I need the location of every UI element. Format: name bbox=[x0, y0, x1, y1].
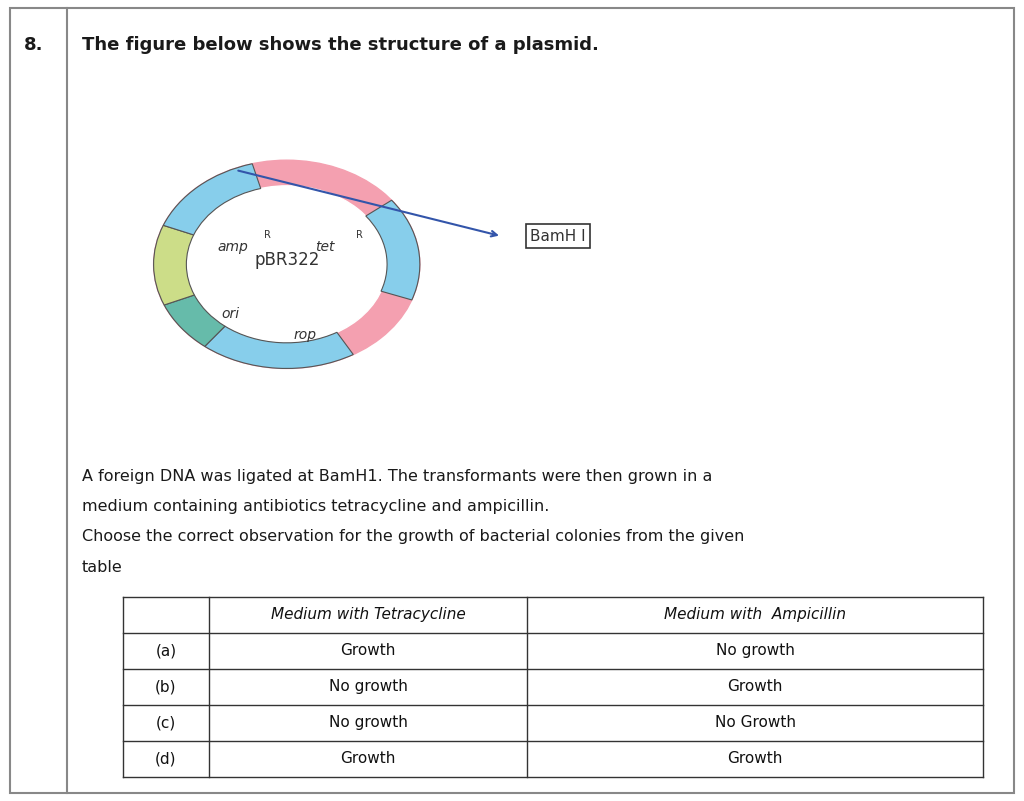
Text: Growth: Growth bbox=[340, 643, 395, 658]
Text: Medium with Tetracycline: Medium with Tetracycline bbox=[270, 607, 465, 622]
Text: 8.: 8. bbox=[24, 36, 44, 54]
Text: No growth: No growth bbox=[716, 643, 795, 658]
Text: No growth: No growth bbox=[329, 715, 408, 731]
Text: No Growth: No Growth bbox=[715, 715, 796, 731]
Text: table: table bbox=[82, 560, 123, 575]
Text: (a): (a) bbox=[156, 643, 176, 658]
Wedge shape bbox=[164, 295, 225, 346]
Text: pBR322: pBR322 bbox=[254, 252, 319, 269]
Text: medium containing antibiotics tetracycline and ampicillin.: medium containing antibiotics tetracycli… bbox=[82, 499, 549, 514]
Text: A foreign DNA was ligated at BamH1. The transformants were then grown in a: A foreign DNA was ligated at BamH1. The … bbox=[82, 469, 713, 484]
Circle shape bbox=[154, 160, 420, 368]
Wedge shape bbox=[205, 326, 353, 368]
Text: ori: ori bbox=[221, 307, 240, 321]
Text: BamH I: BamH I bbox=[530, 229, 586, 244]
Text: Growth: Growth bbox=[727, 751, 782, 767]
Text: R: R bbox=[264, 231, 271, 240]
Text: Medium with  Ampicillin: Medium with Ampicillin bbox=[665, 607, 846, 622]
Text: No growth: No growth bbox=[329, 679, 408, 694]
Wedge shape bbox=[154, 225, 195, 305]
Text: The figure below shows the structure of a plasmid.: The figure below shows the structure of … bbox=[82, 36, 599, 54]
Text: R: R bbox=[356, 231, 364, 240]
Text: tet: tet bbox=[315, 239, 335, 254]
Wedge shape bbox=[163, 163, 261, 235]
Circle shape bbox=[186, 186, 387, 343]
Text: Growth: Growth bbox=[727, 679, 782, 694]
Text: Choose the correct observation for the growth of bacterial colonies from the giv: Choose the correct observation for the g… bbox=[82, 529, 744, 545]
Text: amp: amp bbox=[217, 239, 248, 254]
FancyBboxPatch shape bbox=[10, 8, 1014, 793]
Wedge shape bbox=[366, 200, 420, 300]
Text: (b): (b) bbox=[156, 679, 176, 694]
Text: Growth: Growth bbox=[340, 751, 395, 767]
Text: (d): (d) bbox=[156, 751, 176, 767]
Text: rop: rop bbox=[294, 328, 316, 342]
Text: (c): (c) bbox=[156, 715, 176, 731]
